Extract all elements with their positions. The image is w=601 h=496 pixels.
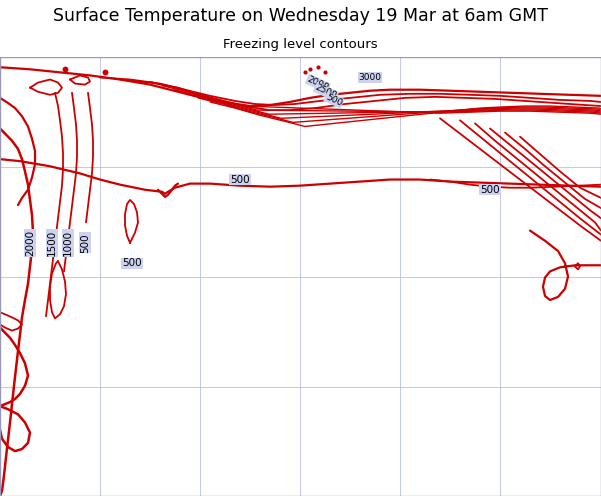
Text: 500: 500 (122, 258, 142, 268)
Text: 1500: 1500 (47, 230, 57, 256)
Text: 500: 500 (80, 233, 90, 252)
Text: 500: 500 (230, 175, 250, 185)
Text: 1000: 1000 (63, 230, 73, 256)
Text: 500: 500 (325, 92, 344, 108)
Text: 2500: 2500 (314, 83, 338, 101)
Text: Freezing level contours: Freezing level contours (223, 38, 378, 51)
Text: 3000: 3000 (359, 73, 382, 82)
Text: 2000: 2000 (306, 75, 331, 92)
Text: 2000: 2000 (25, 230, 35, 256)
Text: 500: 500 (480, 185, 500, 195)
Text: Surface Temperature on Wednesday 19 Mar at 6am GMT: Surface Temperature on Wednesday 19 Mar … (53, 7, 548, 25)
